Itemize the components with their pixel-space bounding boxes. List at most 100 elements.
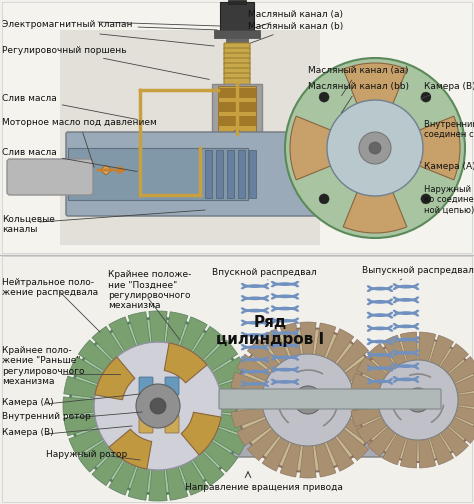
FancyBboxPatch shape (60, 30, 320, 245)
Text: Внутренний ротор (жестко
соединен с распредвалом): Внутренний ротор (жестко соединен с расп… (424, 120, 474, 140)
Wedge shape (308, 354, 379, 400)
FancyBboxPatch shape (205, 150, 212, 198)
Circle shape (136, 384, 180, 428)
Text: Масляный канал (a): Масляный канал (a) (248, 10, 343, 29)
Wedge shape (308, 400, 379, 446)
Text: Нейтральное поло-
жение распредвала: Нейтральное поло- жение распредвала (2, 278, 98, 297)
Wedge shape (343, 188, 407, 233)
FancyBboxPatch shape (224, 73, 250, 80)
FancyBboxPatch shape (218, 102, 256, 112)
FancyBboxPatch shape (224, 48, 250, 54)
Circle shape (378, 360, 458, 440)
FancyBboxPatch shape (218, 116, 256, 126)
Wedge shape (300, 400, 316, 478)
Wedge shape (308, 400, 369, 461)
Circle shape (319, 92, 329, 102)
Circle shape (294, 386, 322, 414)
Text: Масляный канал (bb): Масляный канал (bb) (308, 82, 409, 113)
Wedge shape (128, 406, 158, 500)
Wedge shape (158, 406, 188, 500)
Wedge shape (63, 397, 158, 415)
Wedge shape (418, 400, 474, 444)
FancyBboxPatch shape (249, 150, 256, 198)
FancyBboxPatch shape (224, 58, 250, 65)
FancyBboxPatch shape (219, 389, 441, 409)
Wedge shape (308, 400, 336, 477)
FancyBboxPatch shape (224, 43, 250, 49)
Wedge shape (149, 311, 167, 406)
Wedge shape (300, 322, 316, 400)
Wedge shape (95, 357, 135, 400)
Wedge shape (158, 406, 224, 486)
Text: Слив масла: Слив масла (2, 94, 137, 119)
Wedge shape (418, 400, 468, 457)
Wedge shape (237, 400, 308, 446)
Wedge shape (357, 400, 418, 444)
Text: Электромагнитный клапан: Электромагнитный клапан (2, 20, 217, 30)
Wedge shape (343, 63, 407, 108)
Wedge shape (418, 392, 474, 408)
FancyBboxPatch shape (165, 377, 179, 395)
FancyBboxPatch shape (139, 415, 153, 433)
Wedge shape (308, 329, 354, 400)
Text: Камера (B): Камера (B) (2, 428, 54, 437)
Wedge shape (158, 406, 252, 436)
Text: Слив масла: Слив масла (2, 148, 137, 171)
FancyBboxPatch shape (2, 2, 472, 253)
Wedge shape (247, 339, 308, 400)
Text: Кольцевые
каналы: Кольцевые каналы (2, 215, 55, 234)
Circle shape (262, 354, 354, 446)
Wedge shape (158, 406, 247, 455)
Text: Регулировочный поршень: Регулировочный поршень (2, 46, 210, 80)
Wedge shape (64, 406, 158, 436)
Wedge shape (308, 339, 369, 400)
Circle shape (406, 388, 430, 412)
Wedge shape (158, 406, 207, 495)
Wedge shape (109, 406, 158, 495)
Wedge shape (418, 373, 474, 400)
Wedge shape (383, 400, 418, 465)
Wedge shape (351, 400, 418, 427)
Text: Крайнее поло-
жение "Раньше"
регулировочного
механизма: Крайнее поло- жение "Раньше" регулировоч… (2, 346, 84, 386)
Wedge shape (158, 312, 188, 406)
Wedge shape (418, 335, 454, 400)
Circle shape (356, 338, 474, 462)
Text: Камера (А): Камера (А) (420, 162, 474, 171)
Wedge shape (308, 400, 354, 471)
Circle shape (359, 132, 391, 164)
Wedge shape (230, 392, 308, 408)
Wedge shape (357, 356, 418, 400)
Wedge shape (128, 312, 158, 406)
Text: Направление вращения привода: Направление вращения привода (185, 483, 343, 492)
FancyBboxPatch shape (224, 53, 250, 59)
Wedge shape (64, 376, 158, 406)
Wedge shape (290, 116, 335, 180)
Text: Внутренний ротор: Внутренний ротор (2, 412, 91, 421)
Circle shape (421, 92, 431, 102)
Text: Крайнее положе-
ние "Позднее"
регулировочного
механизма: Крайнее положе- ние "Позднее" регулирово… (108, 270, 191, 310)
Wedge shape (367, 400, 418, 457)
Wedge shape (69, 357, 158, 406)
Wedge shape (158, 397, 253, 415)
Wedge shape (158, 357, 247, 406)
Wedge shape (418, 400, 474, 427)
Wedge shape (308, 372, 385, 400)
FancyBboxPatch shape (238, 150, 245, 198)
Wedge shape (109, 429, 152, 469)
Wedge shape (262, 400, 308, 471)
Text: Наружный ротор (жест-
ко соединен с привод-
ной цепью): Наружный ротор (жест- ко соединен с прив… (424, 185, 474, 215)
Text: Масляный канал (aa): Масляный канал (aa) (308, 66, 409, 96)
Wedge shape (415, 116, 460, 180)
Polygon shape (100, 165, 112, 175)
Wedge shape (400, 400, 418, 468)
Wedge shape (181, 412, 221, 455)
Text: Ряд
цилиндров I: Ряд цилиндров I (216, 315, 324, 347)
FancyBboxPatch shape (224, 68, 250, 75)
Wedge shape (418, 344, 468, 400)
Wedge shape (308, 323, 336, 400)
Circle shape (421, 194, 431, 204)
FancyBboxPatch shape (212, 84, 262, 134)
Wedge shape (158, 340, 237, 406)
Circle shape (285, 58, 465, 238)
Text: Камера (А): Камера (А) (2, 398, 54, 407)
